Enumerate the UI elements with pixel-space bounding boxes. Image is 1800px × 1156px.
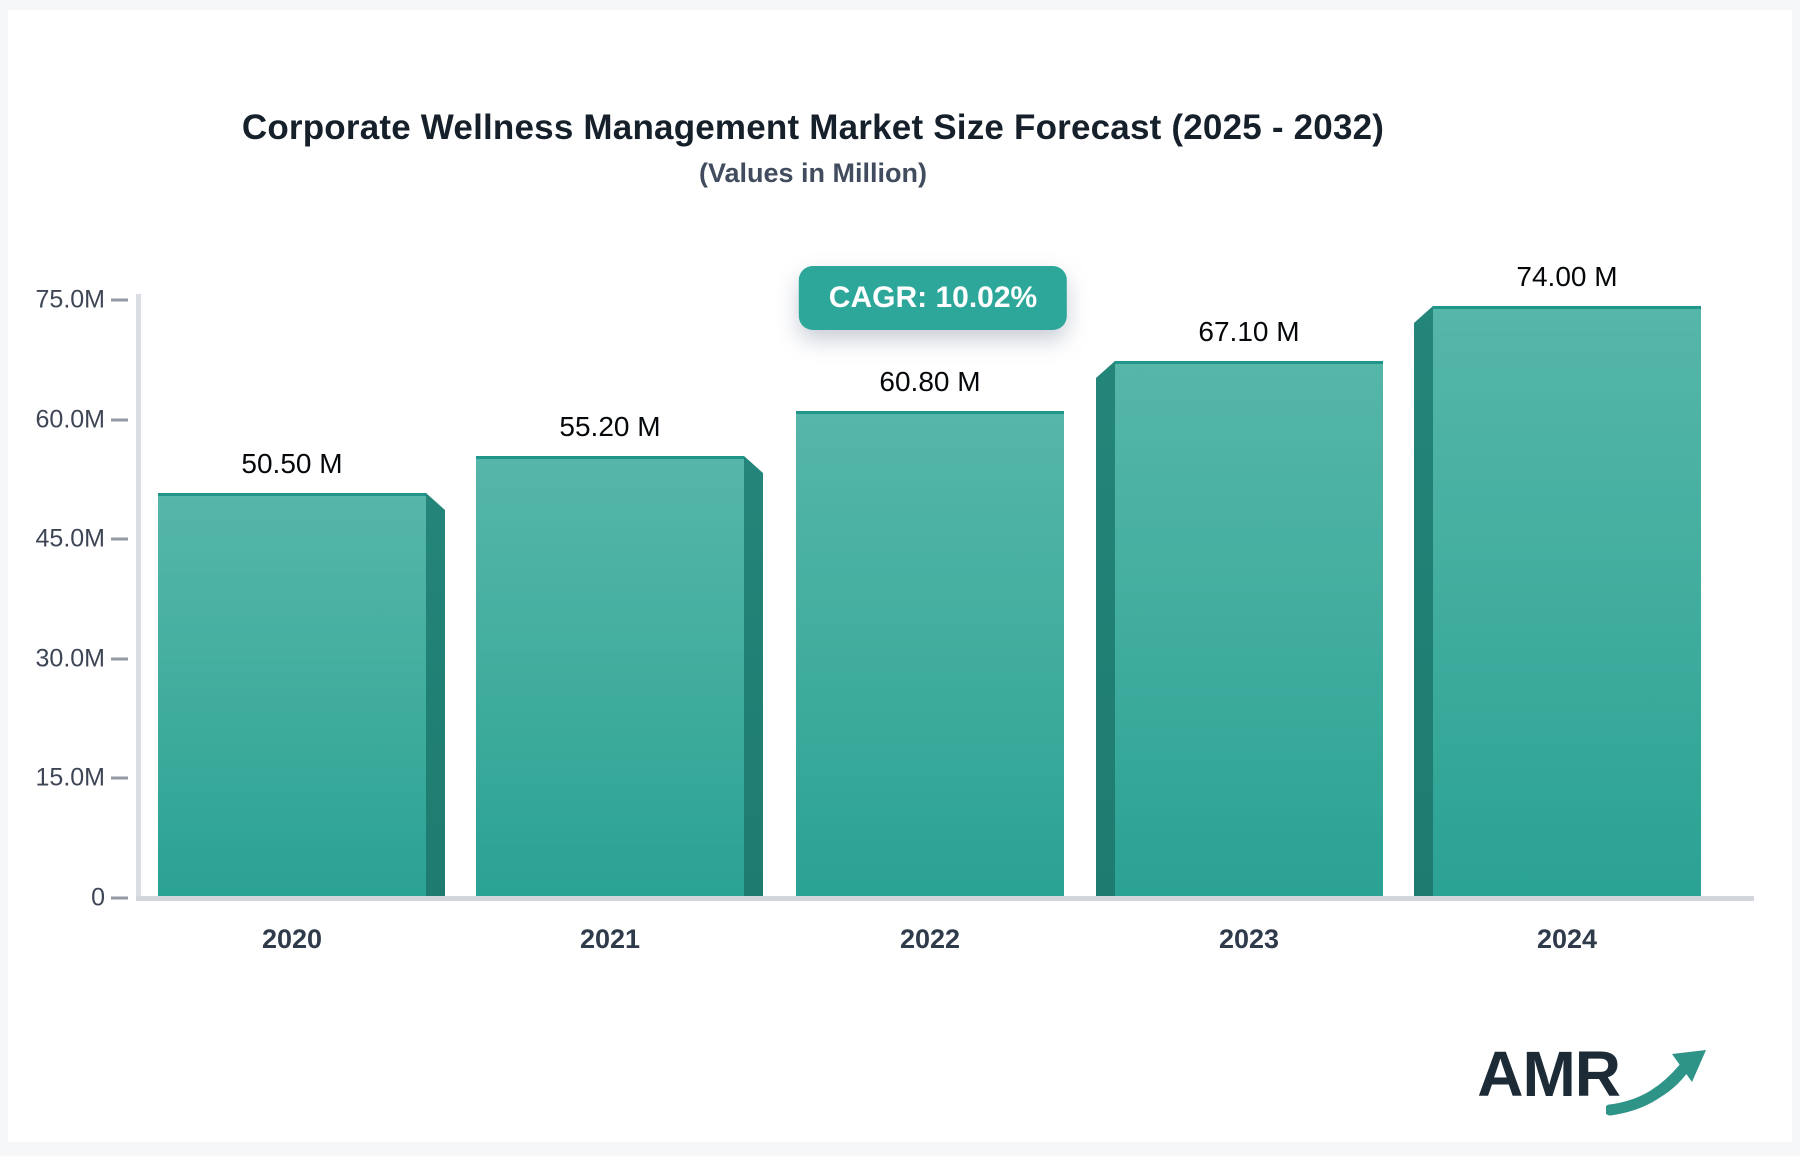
- bar-2020: [158, 493, 426, 896]
- x-axis-label: 2021: [579, 924, 641, 954]
- cagr-badge: CAGR: 10.02%: [798, 266, 1068, 330]
- x-axis-label: 2024: [1536, 924, 1598, 954]
- bar-2023: [1115, 361, 1383, 896]
- chart-subtitle: (Values in Million): [698, 158, 928, 188]
- bar-value-label: 74.00 M: [1516, 261, 1618, 292]
- y-tick-mark: [111, 537, 128, 541]
- y-tick-label: 30.0M: [35, 644, 105, 673]
- trend-up-arrow-icon: [1604, 1044, 1710, 1123]
- bar-side-face: [426, 493, 445, 896]
- bar-side-face: [1096, 361, 1115, 896]
- y-tick-mark: [111, 657, 128, 661]
- bar-2024: [1433, 306, 1701, 896]
- bar-value-label: 50.50 M: [241, 448, 343, 479]
- y-tick-label: 75.0M: [35, 285, 105, 314]
- amr-logo-text: AMR: [1477, 1038, 1621, 1110]
- y-tick-mark: [111, 418, 128, 422]
- y-tick-label: 15.0M: [35, 763, 105, 792]
- y-tick-label: 60.0M: [35, 405, 105, 434]
- x-axis-label: 2023: [1218, 924, 1280, 954]
- chart-title: Corporate Wellness Management Market Siz…: [241, 108, 1385, 147]
- y-tick-mark: [111, 896, 128, 900]
- y-tick-label: 45.0M: [35, 524, 105, 553]
- bar-side-face: [1414, 306, 1433, 896]
- chart-card: Corporate Wellness Management Market Siz…: [8, 10, 1792, 1142]
- y-tick-label: 0: [91, 883, 105, 912]
- bar-value-label: 60.80 M: [879, 366, 981, 397]
- x-axis-label: 2022: [899, 924, 961, 954]
- bar-side-face: [744, 456, 763, 896]
- y-tick-mark: [111, 298, 128, 302]
- amr-logo: AMR: [1477, 1042, 1710, 1123]
- bar-2022: [796, 411, 1064, 896]
- bar-2021: [476, 456, 744, 896]
- bar-value-label: 55.20 M: [559, 411, 661, 442]
- x-axis-line: [136, 896, 1754, 901]
- y-tick-mark: [111, 776, 128, 780]
- y-axis-line: [136, 294, 141, 898]
- bar-value-label: 67.10 M: [1198, 316, 1300, 347]
- x-axis-label: 2020: [261, 924, 323, 954]
